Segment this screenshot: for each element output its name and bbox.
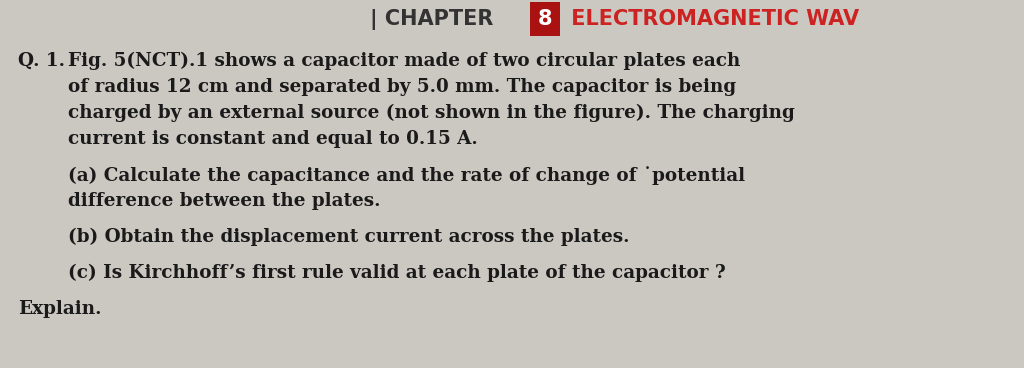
Text: of radius 12 cm and separated by 5.0 mm. The capacitor is being: of radius 12 cm and separated by 5.0 mm.… [68, 78, 736, 96]
Bar [530, 2, 560, 36]
Text: (b) Obtain the displacement current across the plates.: (b) Obtain the displacement current acro… [68, 228, 630, 246]
Text: charged by an external source (not shown in the figure). The charging: charged by an external source (not shown… [68, 104, 795, 122]
Text: ELECTROMAGNETIC WAV: ELECTROMAGNETIC WAV [564, 9, 859, 29]
Text: | CHAPTER: | CHAPTER [370, 10, 494, 31]
Text: current is constant and equal to 0.15 A.: current is constant and equal to 0.15 A. [68, 130, 478, 148]
Text: Q. 1.: Q. 1. [18, 52, 65, 70]
Text: (a) Calculate the capacitance and the rate of change of ˙potential: (a) Calculate the capacitance and the ra… [68, 166, 745, 185]
Text: Fig. 5(NCT).1 shows a capacitor made of two circular plates each: Fig. 5(NCT).1 shows a capacitor made of … [68, 52, 740, 70]
Text: (c) Is Kirchhoff’s first rule valid at each plate of the capacitor ?: (c) Is Kirchhoff’s first rule valid at e… [68, 264, 726, 282]
Text: difference between the plates.: difference between the plates. [68, 192, 381, 210]
Text: Explain.: Explain. [18, 300, 101, 318]
Text: 8: 8 [538, 9, 552, 29]
